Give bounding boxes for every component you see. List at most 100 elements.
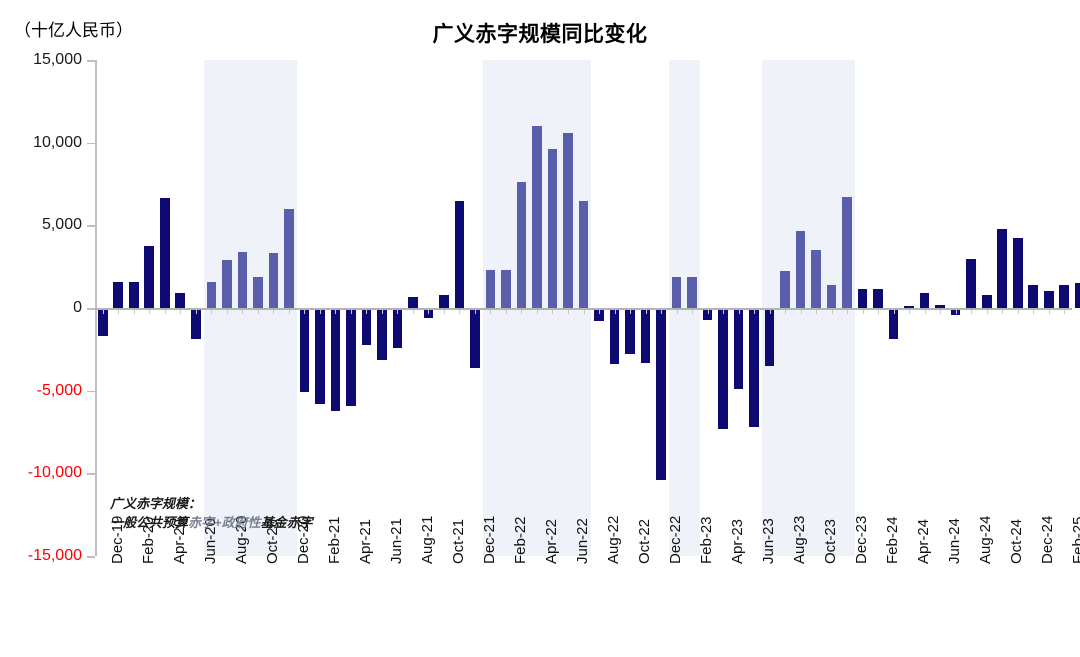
y-axis-tick (87, 142, 95, 145)
bar (826, 284, 837, 308)
bar (113, 282, 124, 308)
x-axis-tick (288, 308, 290, 314)
bar (470, 308, 480, 369)
x-axis-tick (847, 308, 849, 314)
bar (1074, 283, 1080, 308)
x-axis-tick (986, 308, 988, 314)
x-axis-tick (257, 308, 259, 314)
x-axis-tick (1048, 308, 1050, 314)
x-axis-tick (1033, 308, 1035, 314)
x-axis-tick (1064, 308, 1066, 314)
x-axis-tick (521, 308, 523, 314)
bar (950, 308, 961, 315)
x-axis-tick-label: Apr-21 (356, 518, 374, 564)
x-axis-tick-label: Feb-24 (884, 516, 902, 564)
x-axis-tick-label: Aug-21 (418, 515, 436, 564)
bar (780, 270, 790, 308)
x-axis-tick (335, 308, 337, 314)
x-axis-tick (1002, 308, 1004, 314)
x-axis-tick (723, 308, 725, 314)
bar (439, 294, 449, 308)
bar (128, 282, 139, 308)
y-axis-tick (87, 308, 95, 310)
x-axis-tick (1017, 308, 1019, 314)
y-axis-tick (87, 60, 95, 62)
x-axis-tick (862, 308, 864, 314)
x-axis-tick (661, 308, 663, 314)
bar (284, 208, 294, 308)
x-axis-tick (366, 308, 368, 314)
zero-baseline (95, 308, 1072, 310)
bar (222, 260, 232, 308)
x-axis-tick (599, 308, 600, 314)
bar (733, 308, 744, 389)
bar (671, 276, 682, 308)
y-axis-tick (87, 390, 95, 393)
y-axis-tick-label: 10,000 (33, 133, 82, 151)
x-axis-tick (397, 308, 399, 314)
x-axis-tick-label: Dec-24 (1039, 515, 1057, 564)
bar (159, 198, 170, 308)
bar (640, 308, 651, 363)
annotation-line-2-part-b: 赤字+政府性 (188, 514, 261, 530)
x-axis-tick (211, 308, 213, 314)
y-axis-tick (87, 556, 95, 558)
x-axis-tick (785, 308, 787, 314)
x-axis-tick (474, 308, 476, 314)
bar (206, 282, 217, 308)
bar (656, 308, 666, 480)
x-axis-tick (567, 308, 569, 314)
bar (749, 308, 759, 428)
bar (1012, 237, 1023, 308)
bar (377, 308, 387, 361)
bar (299, 308, 310, 393)
x-axis-tick (226, 308, 228, 314)
bar (935, 304, 945, 308)
x-axis-tick (180, 308, 182, 314)
bar (175, 293, 186, 308)
x-axis-tick-label: Aug-24 (977, 515, 995, 564)
bar (811, 250, 821, 308)
x-axis-tick (909, 308, 911, 314)
bar (547, 149, 558, 308)
y-axis-tick-label: 0 (73, 299, 82, 316)
x-axis-tick (273, 308, 275, 314)
x-axis-tick (924, 308, 926, 314)
x-axis-tick (412, 308, 414, 314)
bar (981, 294, 992, 308)
annotation-line-2-part-c: 基金赤字 (260, 514, 313, 530)
x-axis-tick (800, 308, 802, 314)
x-axis-tick (118, 308, 120, 314)
x-axis-tick (816, 308, 818, 314)
x-axis-tick (195, 308, 197, 314)
bar (888, 308, 899, 339)
x-axis-tick (490, 308, 492, 314)
y-axis-tick-label: -5,000 (36, 381, 82, 399)
chart-annotation: 广义赤字规模： 一般公共预算赤字+政府性基金赤字 (110, 495, 313, 533)
x-axis-tick (149, 308, 151, 314)
bar (578, 200, 589, 308)
x-axis-tick-label: Apr-23 (729, 518, 747, 564)
x-axis-tick-label: Feb-23 (698, 516, 716, 564)
x-axis-tick (350, 308, 352, 314)
bar (702, 308, 713, 320)
x-axis-tick (893, 308, 895, 314)
x-axis-tick (428, 308, 430, 314)
x-axis-tick-label: Oct-21 (449, 518, 467, 564)
annotation-line-1: 广义赤字规模： (110, 496, 202, 511)
x-axis-tick-label: Oct-23 (822, 518, 840, 564)
y-axis-tick-label: 5,000 (41, 216, 82, 234)
x-axis-tick (692, 308, 694, 314)
x-axis-tick-label: Jun-22 (573, 518, 591, 564)
x-axis-tick (630, 308, 632, 314)
x-axis-tick (319, 308, 321, 314)
x-axis-tick (459, 308, 461, 314)
bar (764, 308, 775, 366)
bar (97, 308, 108, 337)
bar (190, 308, 201, 340)
x-axis-tick (878, 308, 880, 314)
x-axis-tick-label: Dec-22 (667, 515, 685, 564)
bar (873, 288, 883, 308)
x-axis-tick (242, 308, 244, 314)
x-axis-tick (164, 308, 166, 314)
